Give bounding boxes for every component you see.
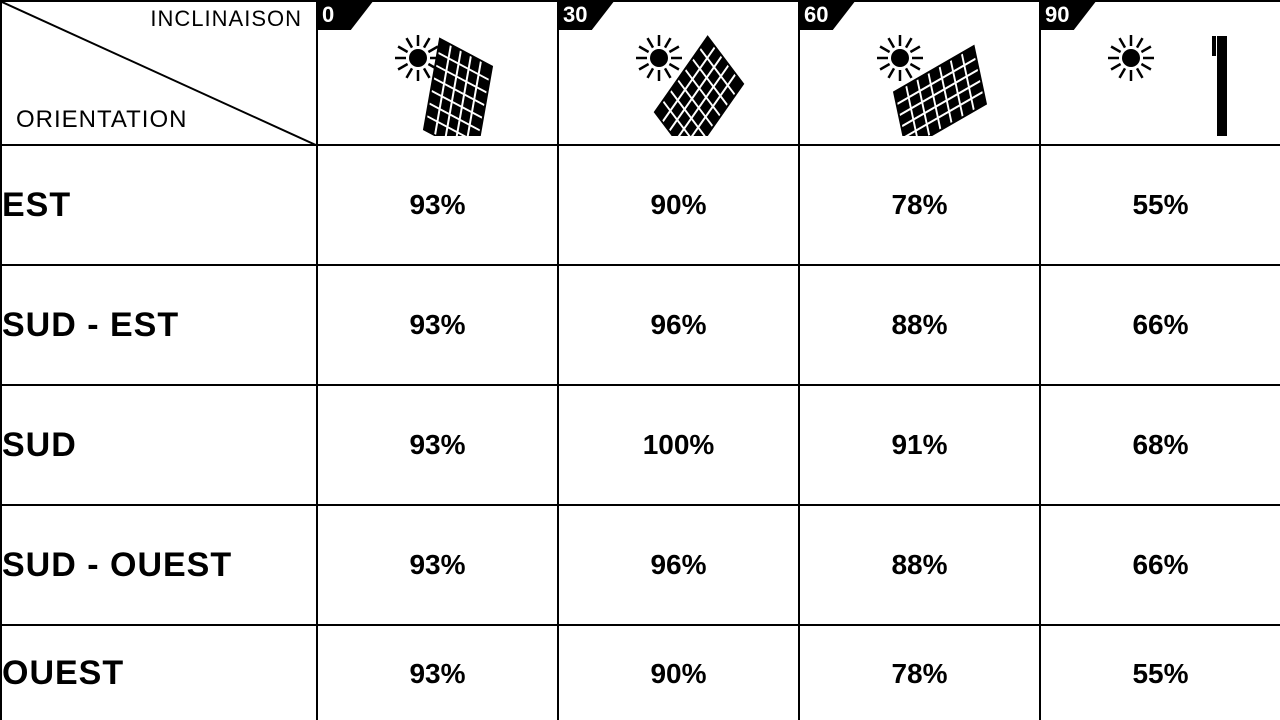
efficiency-value: 55% [1040,145,1280,265]
efficiency-value: 93% [317,505,558,625]
efficiency-value: 91% [799,385,1040,505]
efficiency-value: 66% [1040,265,1280,385]
tilt-col-0: 0 [317,1,558,145]
table-row: EST 93% 90% 78% 55% [1,145,1280,265]
corner-header: INCLINAISON ORIENTATION [1,1,317,145]
efficiency-value: 90% [558,625,799,720]
efficiency-value: 55% [1040,625,1280,720]
efficiency-value: 68% [1040,385,1280,505]
panel-tilt-60-icon [830,26,1010,136]
orientation-label: OUEST [1,625,317,720]
orientation-label: SUD - EST [1,265,317,385]
efficiency-value: 93% [317,265,558,385]
tilt-col-60: 60 [799,1,1040,145]
efficiency-value: 88% [799,505,1040,625]
orientation-label: SUD - OUEST [1,505,317,625]
table-row: SUD - EST 93% 96% 88% 66% [1,265,1280,385]
efficiency-value: 93% [317,625,558,720]
efficiency-value: 96% [558,265,799,385]
tilt-col-30: 30 [558,1,799,145]
header-orientation: ORIENTATION [16,106,187,134]
efficiency-value: 96% [558,505,799,625]
efficiency-value: 90% [558,145,799,265]
panel-tilt-0-icon [348,26,528,136]
panel-tilt-90-icon [1071,26,1251,136]
efficiency-value: 78% [799,625,1040,720]
table-row: SUD 93% 100% 91% 68% [1,385,1280,505]
efficiency-value: 93% [317,385,558,505]
table-row: SUD - OUEST 93% 96% 88% 66% [1,505,1280,625]
header-inclinaison: INCLINAISON [150,6,302,32]
efficiency-value: 88% [799,265,1040,385]
efficiency-value: 93% [317,145,558,265]
table-row: OUEST 93% 90% 78% 55% [1,625,1280,720]
solar-efficiency-table: INCLINAISON ORIENTATION 0 30 60 [0,0,1280,720]
tilt-col-90: 90 [1040,1,1280,145]
orientation-label: EST [1,145,317,265]
efficiency-value: 66% [1040,505,1280,625]
orientation-label: SUD [1,385,317,505]
efficiency-value: 100% [558,385,799,505]
efficiency-value: 78% [799,145,1040,265]
panel-tilt-30-icon [589,26,769,136]
